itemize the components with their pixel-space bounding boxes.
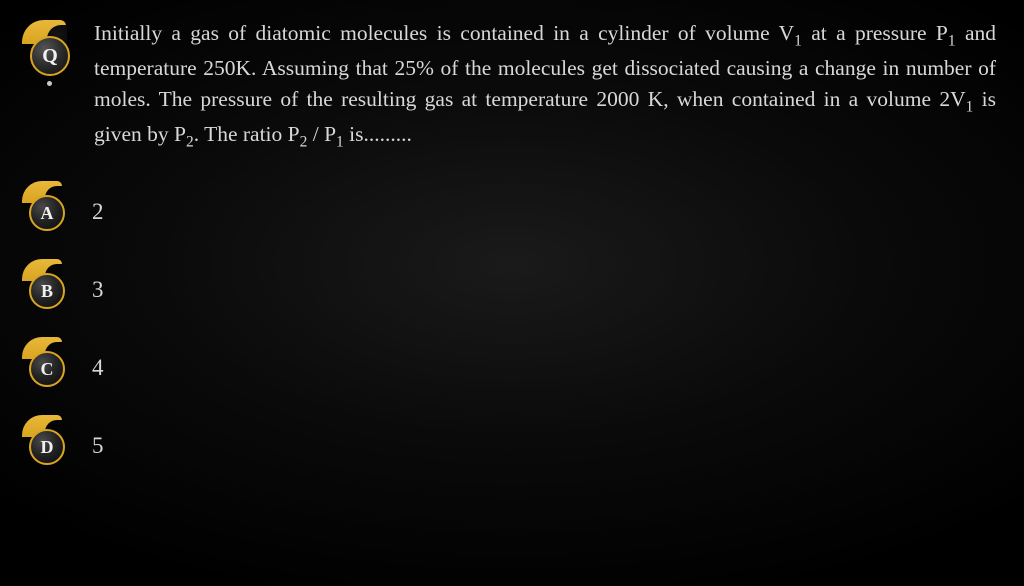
question-text: Initially a gas of diatomic molecules is… <box>94 18 996 153</box>
question-marker-circle: Q <box>30 36 70 76</box>
option-letter: D <box>29 429 65 465</box>
option-d[interactable]: D 5 <box>22 415 996 467</box>
option-letter: C <box>29 351 65 387</box>
option-c[interactable]: C 4 <box>22 337 996 389</box>
option-letter: A <box>29 195 65 231</box>
option-value: 5 <box>92 433 104 459</box>
option-a[interactable]: A 2 <box>22 181 996 233</box>
option-value: 4 <box>92 355 104 381</box>
option-marker: B <box>22 259 74 311</box>
option-marker: D <box>22 415 74 467</box>
question-marker: Q <box>22 20 76 76</box>
option-marker: C <box>22 337 74 389</box>
option-b[interactable]: B 3 <box>22 259 996 311</box>
option-marker: A <box>22 181 74 233</box>
question-row: Q Initially a gas of diatomic molecules … <box>22 18 996 153</box>
option-value: 2 <box>92 199 104 225</box>
option-letter: B <box>29 273 65 309</box>
option-value: 3 <box>92 277 104 303</box>
dot-icon <box>47 81 52 86</box>
